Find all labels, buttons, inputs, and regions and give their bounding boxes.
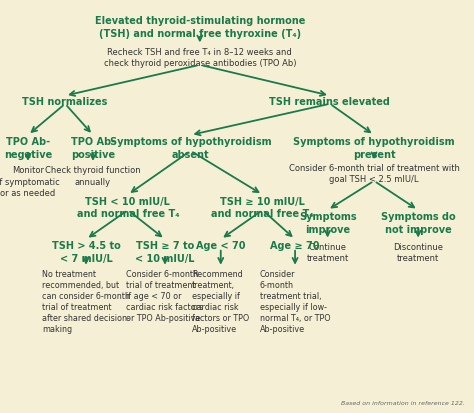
Text: Consider 6-month trial of treatment with
goal TSH < 2.5 mIU/L: Consider 6-month trial of treatment with… <box>289 164 459 184</box>
Text: TSH normalizes: TSH normalizes <box>22 97 108 107</box>
Text: TSH > 4.5 to
< 7 mIU/L: TSH > 4.5 to < 7 mIU/L <box>52 241 120 263</box>
Text: Elevated thyroid-stimulating hormone
(TSH) and normal free thyroxine (T₄): Elevated thyroid-stimulating hormone (TS… <box>95 16 305 39</box>
Text: Symptoms of hypothyroidism
absent: Symptoms of hypothyroidism absent <box>110 137 271 159</box>
Text: TSH < 10 mIU/L
and normal free T₄: TSH < 10 mIU/L and normal free T₄ <box>77 196 179 219</box>
Text: TSH remains elevated: TSH remains elevated <box>269 97 391 107</box>
Text: Symptoms do
not improve: Symptoms do not improve <box>381 212 456 234</box>
Text: TPO Ab-
positive: TPO Ab- positive <box>71 137 115 159</box>
Text: Check thyroid function
annually: Check thyroid function annually <box>45 166 141 186</box>
Text: TSH ≥ 10 mIU/L
and normal free T₄: TSH ≥ 10 mIU/L and normal free T₄ <box>211 196 314 219</box>
Text: Age ≥ 70: Age ≥ 70 <box>270 241 320 251</box>
Text: Symptoms
improve: Symptoms improve <box>299 212 356 234</box>
Text: TSH ≥ 7 to
< 10 mIU/L: TSH ≥ 7 to < 10 mIU/L <box>135 241 195 263</box>
Text: Discontinue
treatment: Discontinue treatment <box>393 242 443 262</box>
Text: No treatment
recommended, but
can consider 6-month
trial of treatment
after shar: No treatment recommended, but can consid… <box>42 269 130 334</box>
Text: Symptoms of hypothyroidism
present: Symptoms of hypothyroidism present <box>293 137 455 159</box>
Text: Based on information in reference 122.: Based on information in reference 122. <box>341 400 465 405</box>
Text: Recheck TSH and free T₄ in 8–12 weeks and
check thyroid peroxidase antibodies (T: Recheck TSH and free T₄ in 8–12 weeks an… <box>104 47 296 67</box>
Text: Continue
treatment: Continue treatment <box>307 242 349 262</box>
Text: TPO Ab-
negative: TPO Ab- negative <box>4 137 52 159</box>
Text: Monitor
if symptomatic
or as needed: Monitor if symptomatic or as needed <box>0 166 59 197</box>
Text: Age < 70: Age < 70 <box>196 241 246 251</box>
Text: Recommend
treatment,
especially if
cardiac risk
factors or TPO
Ab-positive: Recommend treatment, especially if cardi… <box>192 269 249 334</box>
Text: Consider 6-month
trial of treatment
if age < 70 or
cardiac risk factors
or TPO A: Consider 6-month trial of treatment if a… <box>127 269 203 323</box>
Text: Consider
6-month
treatment trial,
especially if low-
normal T₄, or TPO
Ab-positi: Consider 6-month treatment trial, especi… <box>260 269 330 334</box>
